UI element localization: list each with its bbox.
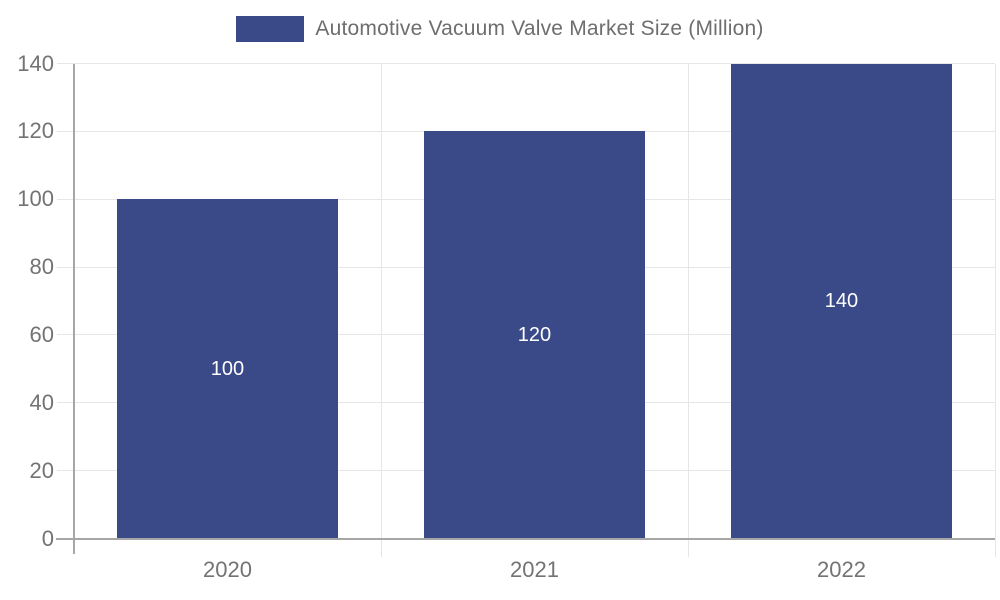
y-tick-mark: [57, 402, 74, 404]
x-tick-label-2022: 2022: [817, 557, 866, 582]
y-tick-mark: [57, 130, 74, 132]
y-gridline: [74, 63, 995, 64]
bar-value-label-2021: 120: [517, 323, 552, 346]
legend: Automotive Vacuum Valve Market Size (Mil…: [0, 16, 1000, 42]
y-tick-mark: [57, 266, 74, 268]
y-tick-mark: [57, 63, 74, 64]
y-axis-line: [72, 63, 75, 554]
y-tick-label: 120: [17, 118, 54, 144]
y-tick-label: 80: [29, 254, 54, 280]
y-tick-mark: [57, 198, 74, 200]
y-tick-mark: [57, 470, 74, 472]
x-gridline: [380, 63, 382, 539]
x-tick-mark: [380, 538, 382, 557]
x-gridline: [994, 63, 996, 539]
x-axis-line: [56, 537, 995, 540]
bar-value-label-2022: 140: [824, 290, 859, 312]
x-tick-label-2021: 2021: [510, 557, 559, 582]
bar-2020: [116, 199, 338, 539]
y-tick-label: 60: [29, 321, 54, 347]
x-tick-mark: [687, 538, 689, 557]
y-tick-label: 140: [17, 50, 54, 76]
legend-swatch: [236, 16, 305, 42]
x-gridline: [687, 63, 689, 539]
y-tick-label: 100: [17, 186, 54, 212]
y-tick-label: 40: [29, 389, 54, 415]
x-tick-mark: [994, 538, 996, 557]
y-tick-label: 20: [29, 457, 54, 483]
y-tick-label: 0: [41, 525, 54, 551]
bar-2021: [423, 131, 645, 539]
bar-value-label-2020: 100: [210, 357, 245, 380]
x-tick-label-2020: 2020: [203, 557, 252, 582]
y-tick-mark: [57, 334, 74, 336]
bar-2022: [730, 63, 952, 539]
legend-label: Automotive Vacuum Valve Market Size (Mil…: [315, 17, 764, 40]
